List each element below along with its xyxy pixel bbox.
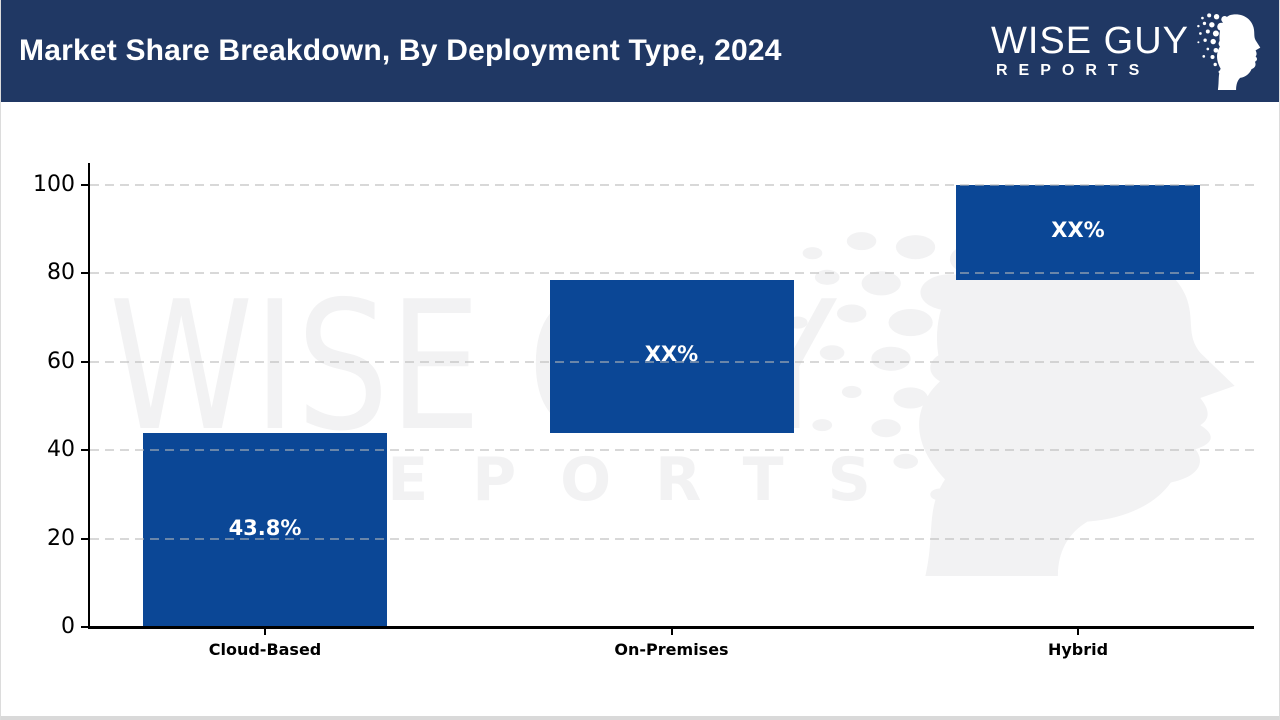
logo-tagline: REPORTS: [995, 62, 1151, 79]
y-tick-label: 20: [47, 525, 75, 551]
x-tick-mark: [264, 628, 266, 635]
y-tick-label: 60: [47, 348, 75, 374]
gridline: [90, 449, 1254, 451]
y-tick-mark: [81, 626, 89, 628]
header-bar: Market Share Breakdown, By Deployment Ty…: [1, 0, 1279, 102]
y-tick-label: 80: [47, 260, 75, 285]
x-category-label: Cloud-Based: [208, 640, 322, 659]
y-axis-spine: [88, 163, 90, 629]
x-category-label: On-Premises: [614, 640, 729, 659]
bar-value-label: XX%: [1051, 218, 1105, 243]
x-tick-mark: [670, 628, 673, 635]
bar-cloud-based: 43.8%: [143, 433, 387, 627]
gridline: [90, 272, 1254, 274]
x-axis-spine: [88, 626, 1254, 629]
x-tick-mark: [1077, 628, 1079, 635]
bar-hybrid: XX%: [956, 184, 1200, 280]
bottom-strip: [1, 716, 1279, 720]
y-tick-mark: [81, 360, 89, 363]
y-tick-mark: [81, 183, 89, 186]
page-title: Market Share Breakdown, By Deployment Ty…: [19, 34, 782, 67]
y-tick-mark: [81, 537, 89, 540]
gridline: [90, 360, 1254, 363]
logo-text: WISE GUY REPORTS: [991, 22, 1189, 80]
brand-logo: WISE GUY REPORTS: [991, 10, 1265, 92]
market-share-chart: WISE GUY REPORTS 0 20 40 60 80 100 43.8% Cloud-…: [1, 102, 1279, 716]
gridline: [90, 183, 1254, 186]
bar-on-premises: XX%: [549, 279, 794, 434]
y-tick-label: 0: [61, 614, 75, 639]
gridline: [90, 537, 1254, 540]
logo-face-icon: [1197, 13, 1261, 91]
logo-wordmark: WISE GUY: [990, 20, 1189, 62]
y-tick-mark: [81, 272, 89, 274]
y-tick-mark: [81, 449, 89, 451]
bar-value-label: XX%: [644, 342, 699, 367]
x-category-label: Hybrid: [1047, 640, 1109, 659]
y-tick-label: 40: [47, 437, 75, 462]
y-tick-label: 100: [33, 171, 75, 197]
bar-value-label: 43.8%: [228, 516, 302, 541]
watermark-tagline: REPORTS: [297, 445, 915, 515]
